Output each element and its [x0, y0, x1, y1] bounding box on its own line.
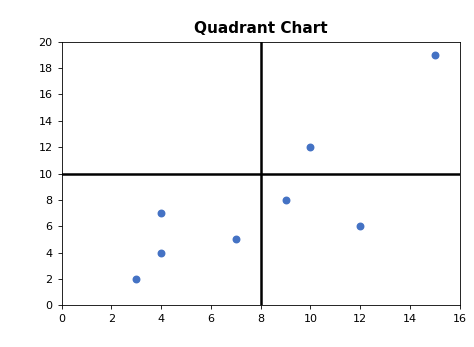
Point: [232, 237, 239, 242]
Point: [132, 276, 140, 282]
Point: [356, 223, 364, 229]
Point: [157, 210, 165, 216]
Point: [157, 250, 165, 255]
Point: [307, 144, 314, 150]
Point: [282, 197, 289, 203]
Point: [431, 52, 438, 58]
Title: Quadrant Chart: Quadrant Chart: [194, 21, 328, 36]
